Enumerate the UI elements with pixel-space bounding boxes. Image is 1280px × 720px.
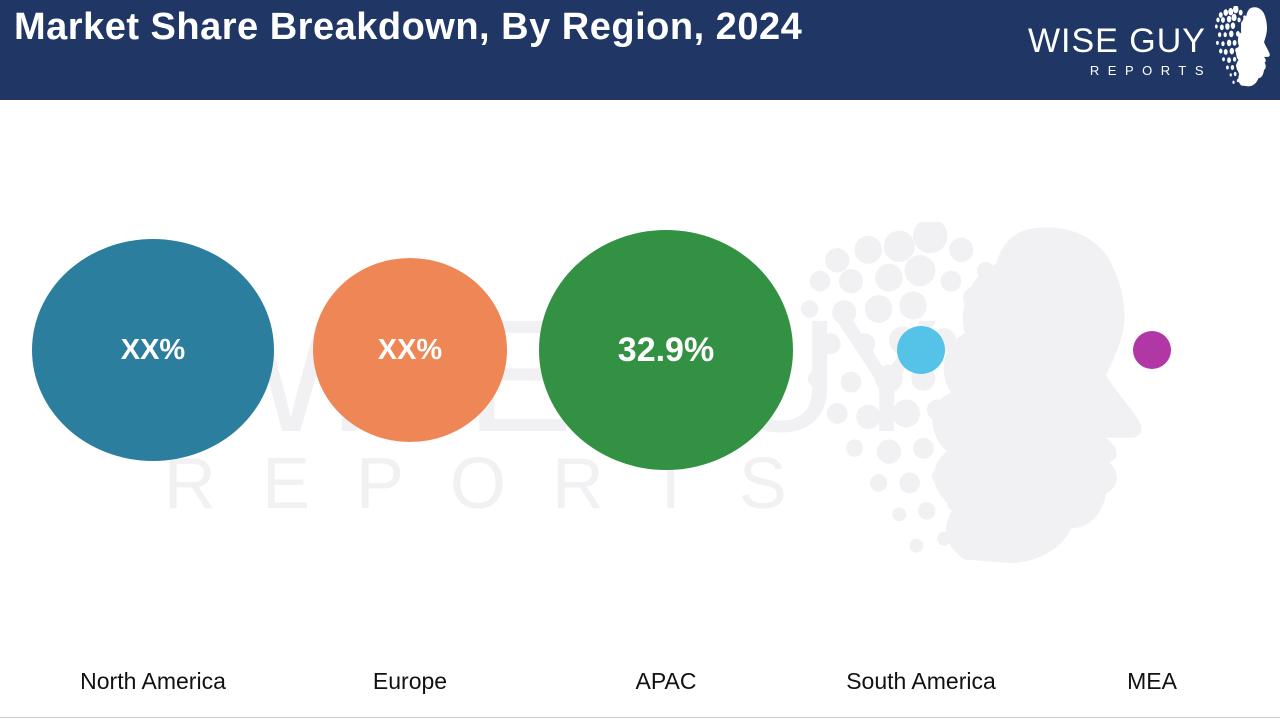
category-label-south-america: South America [846,668,996,694]
page-title: Market Share Breakdown, By Region, 2024 [14,6,803,48]
bubble-value-europe: XX% [377,333,443,366]
header-bar: Market Share Breakdown, By Region, 2024 … [0,0,1280,100]
category-label-europe: Europe [372,668,448,694]
bubble-mea [1133,331,1171,369]
logo-text: WISE GUY REPORTS [1028,24,1206,78]
category-label-north-america: North America [80,668,226,694]
bubble-apac: 32.9% [539,230,793,470]
head-watermark-icon [758,222,1168,570]
bubble-value-apac: 32.9% [617,330,715,369]
wise-guy-logo: WISE GUY REPORTS [1028,6,1274,88]
logo-subtitle: REPORTS [1089,63,1212,78]
bubble-europe: XX% [313,258,507,442]
bubble-north-america: XX% [32,239,274,461]
chart-bottom-border [0,717,1280,718]
logo-wordmark: WISE GUY [1027,22,1206,60]
bubble-value-north-america: XX% [120,333,186,366]
category-label-mea: MEA [1127,668,1177,694]
category-label-apac: APAC [635,668,697,694]
bubble-south-america [897,326,945,374]
watermark-subtitle: REPORTS [164,444,833,524]
head-profile-dots-icon [1208,6,1274,88]
